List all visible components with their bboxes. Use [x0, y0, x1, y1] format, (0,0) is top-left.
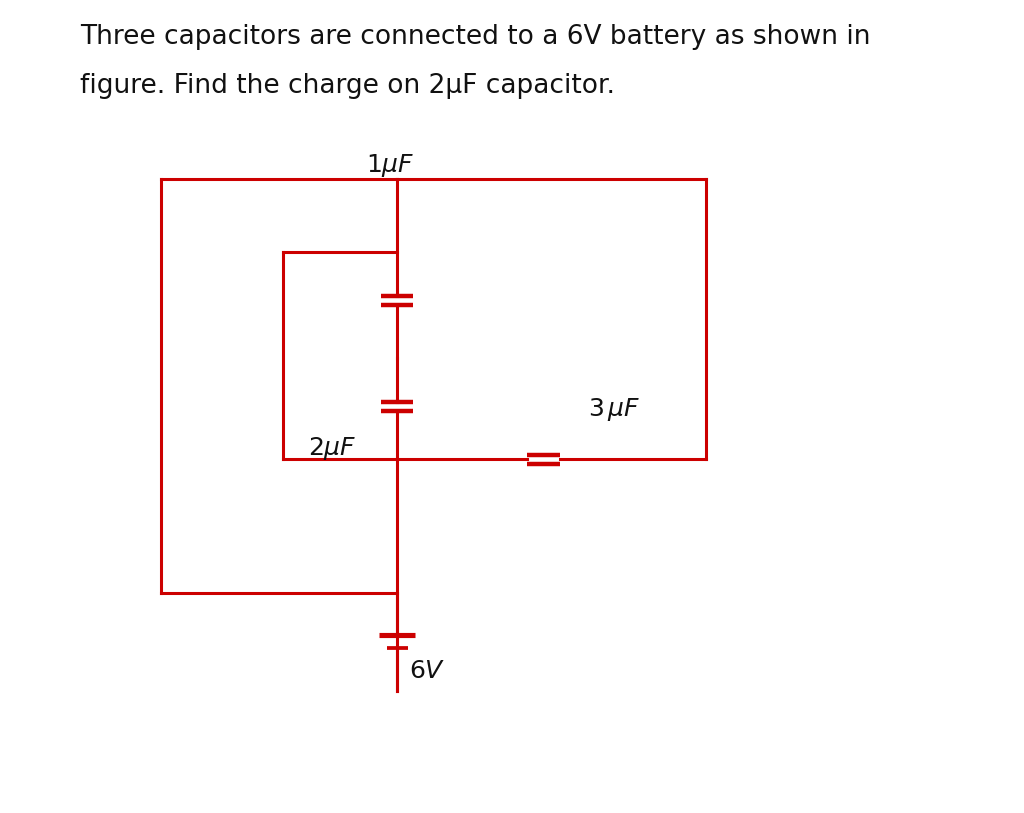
- Text: figure. Find the charge on 2μF capacitor.: figure. Find the charge on 2μF capacitor…: [80, 73, 615, 99]
- Text: $1\mu F$: $1\mu F$: [367, 152, 415, 179]
- Text: Three capacitors are connected to a 6V battery as shown in: Three capacitors are connected to a 6V b…: [80, 24, 870, 50]
- Text: $3\,\mu F$: $3\,\mu F$: [588, 396, 641, 423]
- Text: $6V$: $6V$: [410, 660, 445, 683]
- Text: $2\mu F$: $2\mu F$: [308, 435, 356, 462]
